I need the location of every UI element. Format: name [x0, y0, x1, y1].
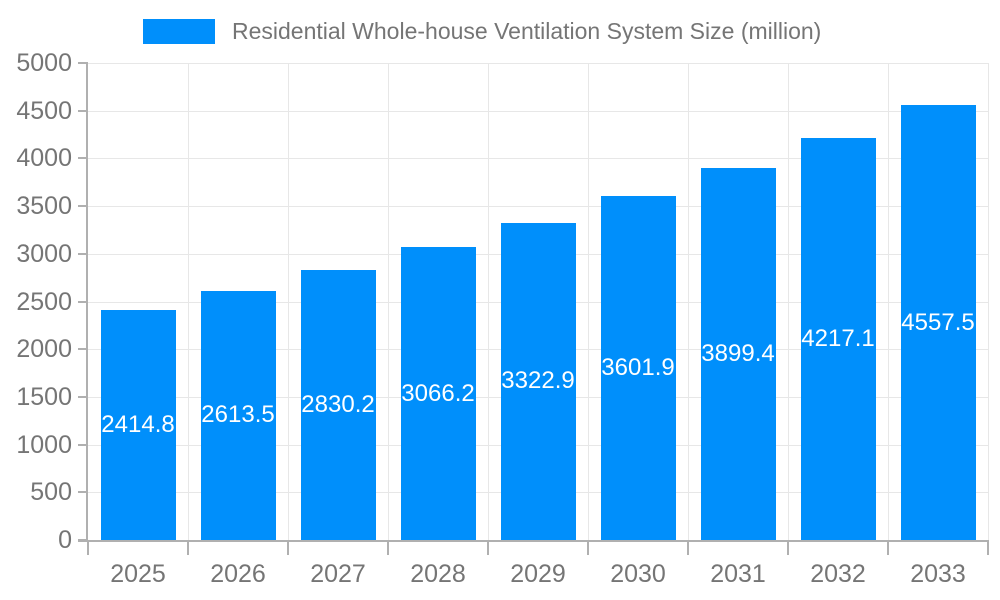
y-axis-label: 2000 [16, 335, 72, 363]
x-axis-label: 2029 [510, 560, 566, 588]
y-axis-label: 3000 [16, 240, 72, 268]
y-tick [78, 396, 88, 398]
y-tick [78, 205, 88, 207]
bar[interactable] [500, 222, 576, 540]
y-gridline [88, 111, 988, 112]
x-axis-label: 2033 [910, 560, 966, 588]
x-gridline [188, 63, 189, 540]
y-axis-label: 4000 [16, 144, 72, 172]
x-axis-label: 2031 [710, 560, 766, 588]
legend-item[interactable]: Residential Whole-house Ventilation Syst… [143, 18, 821, 45]
x-axis-label: 2030 [610, 560, 666, 588]
legend-swatch [143, 19, 215, 44]
x-axis-label: 2027 [310, 560, 366, 588]
x-gridline [888, 63, 889, 540]
y-axis-label: 5000 [16, 49, 72, 77]
x-axis-label: 2028 [410, 560, 466, 588]
x-tick [587, 540, 589, 555]
y-tick [78, 62, 88, 64]
x-tick [487, 540, 489, 555]
y-gridline [88, 63, 988, 64]
y-tick [78, 444, 88, 446]
x-axis-label: 2025 [110, 560, 166, 588]
x-axis-label: 2032 [810, 560, 866, 588]
x-tick [287, 540, 289, 555]
y-tick [78, 157, 88, 159]
x-tick [687, 540, 689, 555]
bar[interactable] [900, 105, 976, 540]
x-gridline [388, 63, 389, 540]
x-tick [187, 540, 189, 555]
x-gridline [288, 63, 289, 540]
y-tick [78, 348, 88, 350]
x-gridline [688, 63, 689, 540]
x-axis-label: 2026 [210, 560, 266, 588]
y-tick [78, 301, 88, 303]
bar[interactable] [400, 247, 476, 540]
x-gridline [788, 63, 789, 540]
y-tick [78, 110, 88, 112]
y-axis-label: 0 [58, 526, 72, 554]
y-axis-label: 1000 [16, 431, 72, 459]
y-axis-line [86, 63, 88, 542]
x-tick [387, 540, 389, 555]
x-tick [987, 540, 989, 555]
y-axis-label: 4500 [16, 97, 72, 125]
bar[interactable] [100, 309, 176, 540]
x-tick [887, 540, 889, 555]
y-gridline [88, 206, 988, 207]
bar[interactable] [200, 290, 276, 540]
x-gridline [988, 63, 989, 540]
x-gridline [488, 63, 489, 540]
x-tick [87, 540, 89, 555]
bar[interactable] [800, 137, 876, 540]
x-axis-line [78, 540, 988, 542]
y-axis-label: 500 [30, 478, 72, 506]
y-axis-label: 2500 [16, 288, 72, 316]
y-tick [78, 253, 88, 255]
y-axis-label: 3500 [16, 192, 72, 220]
x-gridline [588, 63, 589, 540]
y-axis-label: 1500 [16, 383, 72, 411]
y-gridline [88, 158, 988, 159]
bar[interactable] [300, 269, 376, 540]
x-tick [787, 540, 789, 555]
bar[interactable] [600, 196, 676, 540]
y-tick [78, 491, 88, 493]
bar[interactable] [700, 167, 776, 540]
legend-label: Residential Whole-house Ventilation Syst… [232, 18, 822, 44]
